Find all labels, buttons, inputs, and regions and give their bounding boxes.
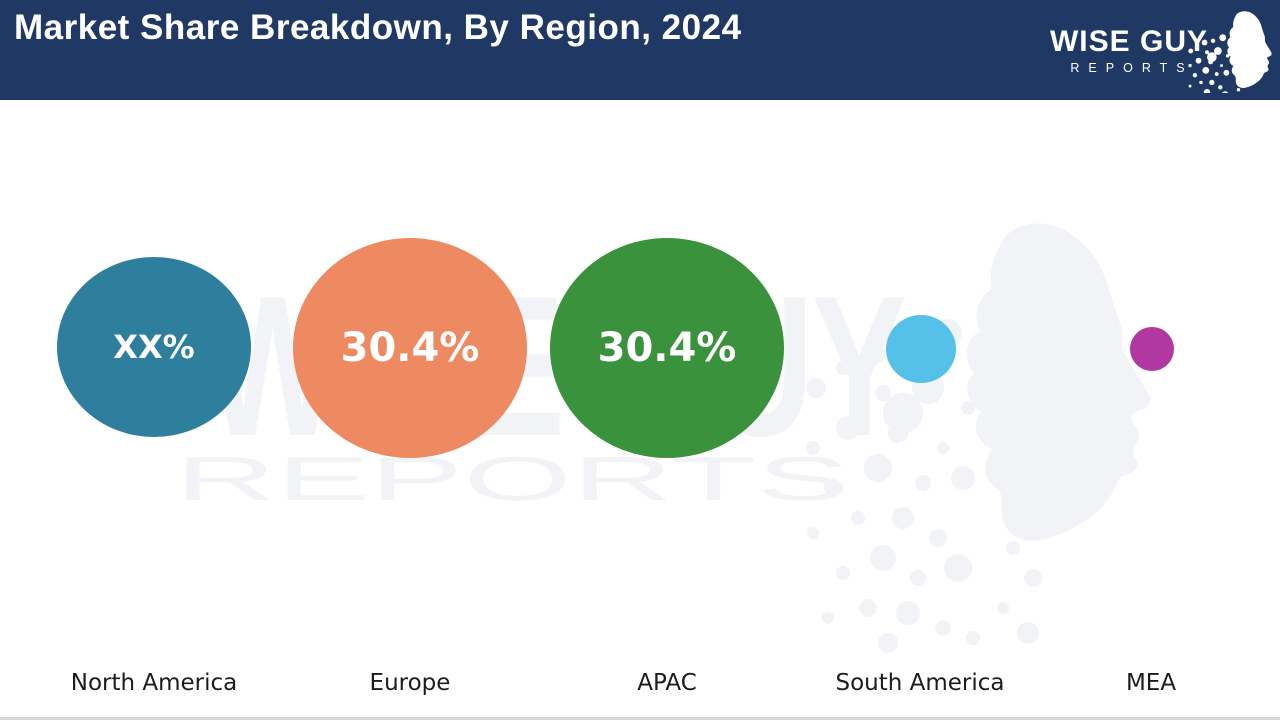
watermark-tagline: REPORTS <box>175 445 850 514</box>
category-label-south-america: South America <box>835 670 1005 696</box>
bottom-divider <box>0 717 1280 720</box>
bubble-europe: 30.4% <box>293 238 527 458</box>
bubble-value-label: 30.4% <box>340 325 480 371</box>
category-label-europe: Europe <box>369 670 451 696</box>
logo-wordmark: WISE GUY <box>1049 25 1208 58</box>
bubble-apac: 30.4% <box>550 238 784 458</box>
category-label-north-america: North America <box>70 670 238 696</box>
category-label-mea: MEA <box>1125 670 1177 696</box>
logo-tagline: REPORTS <box>1070 61 1194 75</box>
category-label-apac: APAC <box>637 670 697 696</box>
logo-text: WISE GUY REPORTS <box>1049 25 1208 76</box>
chart-area: WISE GUY REPORTS XX% 30.4% 30.4% North A… <box>0 100 1280 720</box>
bubble-mea <box>1130 327 1174 371</box>
bubble-south-america <box>886 315 956 383</box>
bubble-value-label: XX% <box>113 328 195 366</box>
bubble-north-america: XX% <box>57 257 251 437</box>
header-bar: Market Share Breakdown, By Region, 2024 … <box>0 0 1280 100</box>
wise-guy-logo: WISE GUY REPORTS <box>1050 6 1276 96</box>
page-title: Market Share Breakdown, By Region, 2024 <box>14 8 742 47</box>
bubble-value-label: 30.4% <box>597 325 737 371</box>
